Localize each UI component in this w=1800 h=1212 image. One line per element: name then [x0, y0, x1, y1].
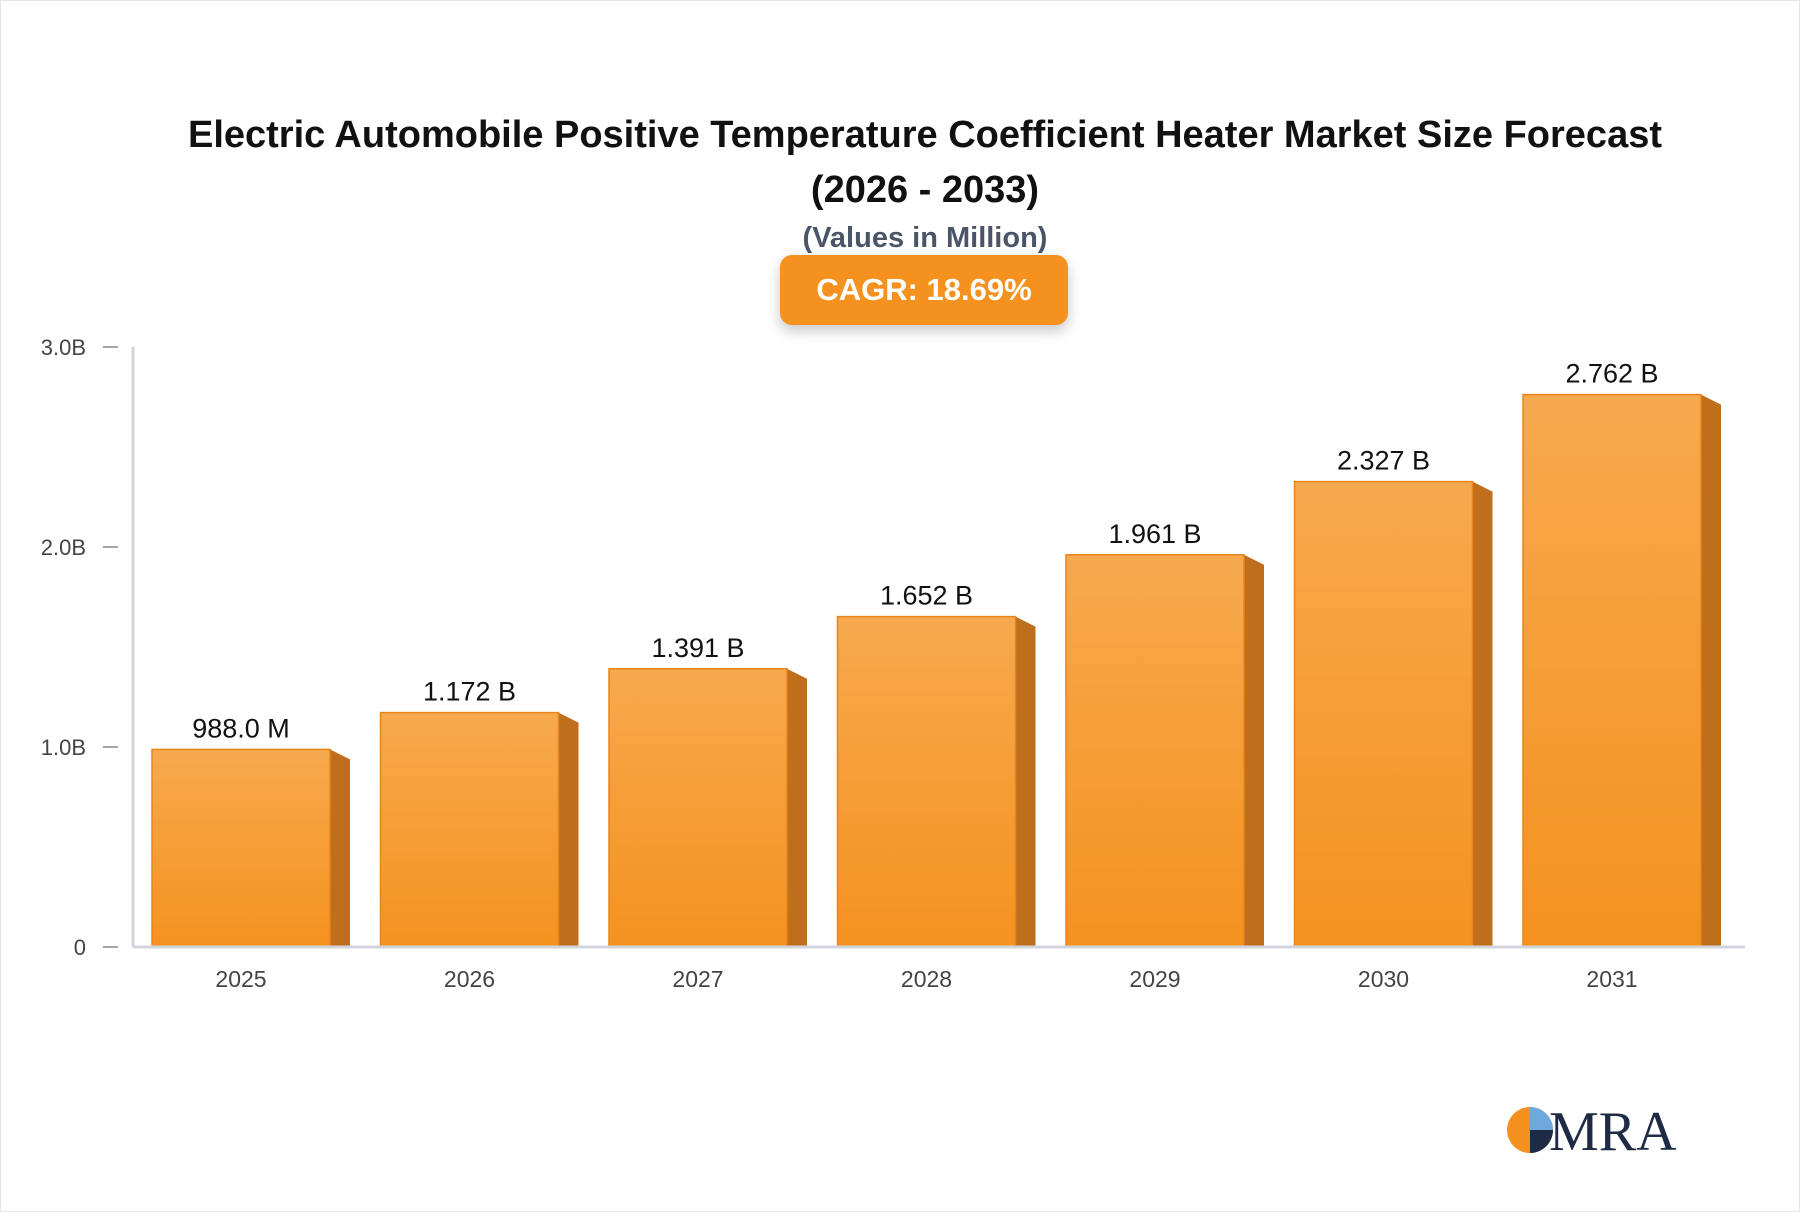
x-tick-label: 2027	[672, 966, 723, 992]
bar-2025: 988.0 M 2025	[151, 713, 350, 992]
bar-2028: 1.652 B 2028	[836, 581, 1036, 992]
cagr-badge: CAGR: 18.69%	[780, 255, 1068, 325]
bar	[151, 748, 331, 948]
logo-text: MRA	[1549, 1101, 1677, 1158]
x-tick-label: 2026	[444, 966, 495, 992]
x-tick-label: 2030	[1358, 966, 1409, 992]
bar-side-face	[787, 668, 807, 947]
bar	[608, 668, 788, 948]
bar-value-label: 2.762 B	[1565, 359, 1658, 389]
bars-group: 988.0 M 2025 1.172 B 2026 1.391 B 2027 1.652 B…	[151, 359, 1721, 992]
bar-value-label: 1.961 B	[1108, 519, 1201, 549]
bar-value-label: 1.652 B	[880, 581, 973, 611]
chart-title: Electric Automobile Positive Temperature…	[0, 108, 1800, 218]
mra-logo: MRA	[1507, 1101, 1677, 1158]
x-tick-label: 2031	[1586, 966, 1637, 992]
chart-subtitle: (Values in Million)	[802, 222, 1048, 254]
bar-side-face	[1015, 616, 1036, 947]
bar	[1065, 554, 1245, 948]
x-tick-label: 2029	[1129, 966, 1180, 992]
chart-title-line2: (2026 - 2033)	[810, 169, 1040, 211]
chart-title-line1: Electric Automobile Positive Temperature…	[187, 114, 1662, 156]
bar-side-face	[558, 712, 579, 947]
y-tick-label: 3.0B	[41, 335, 86, 360]
bar-2029: 1.961 B 2029	[1065, 519, 1264, 992]
bar-value-label: 1.391 B	[651, 633, 744, 663]
bar-value-label: 988.0 M	[192, 713, 290, 743]
bar-side-face	[1244, 554, 1264, 947]
x-tick-label: 2028	[901, 966, 952, 992]
bar-side-face	[1701, 394, 1721, 948]
axes-group: 0 1.0B 2.0B 3.0B	[41, 335, 1745, 960]
bar	[379, 711, 560, 948]
logo-pie-slice-dark-icon	[1530, 1130, 1553, 1153]
bar-side-face	[330, 749, 350, 947]
bar	[836, 615, 1017, 948]
bar	[1522, 393, 1702, 948]
bar-2027: 1.391 B 2027	[608, 633, 807, 992]
x-tick-label: 2025	[215, 966, 266, 992]
bar-2031: 2.762 B 2031	[1522, 359, 1721, 992]
bar	[1293, 480, 1474, 948]
bar-value-label: 2.327 B	[1337, 446, 1430, 476]
y-tick-label: 1.0B	[41, 735, 86, 760]
logo-pie-slice-icon	[1530, 1107, 1553, 1130]
y-tick-label: 2.0B	[41, 535, 86, 560]
bar-side-face	[1472, 481, 1493, 947]
bar-2030: 2.327 B 2030	[1293, 446, 1493, 992]
bar-value-label: 1.172 B	[423, 677, 516, 707]
y-tick-label: 0	[74, 935, 86, 960]
bar-2026: 1.172 B 2026	[379, 677, 579, 992]
